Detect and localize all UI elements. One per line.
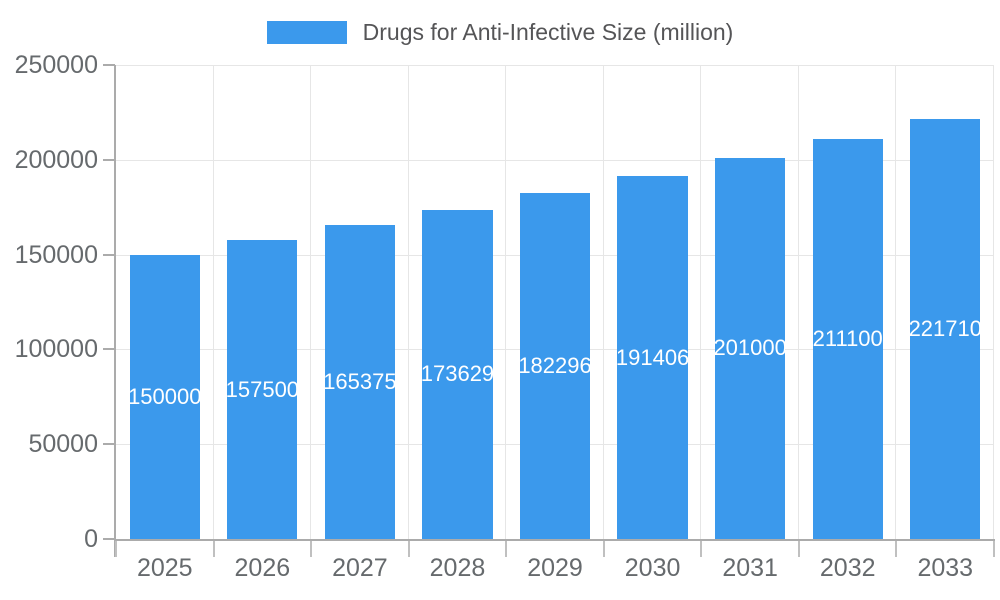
bar-value-label: 191406 (617, 344, 688, 370)
x-axis-tick (505, 541, 508, 557)
bar-2029[interactable]: 182296 (519, 193, 591, 539)
x-axis-tick (115, 541, 117, 557)
x-tick-label: 2026 (234, 554, 291, 582)
y-tick-label: 50000 (28, 430, 98, 459)
y-tick-label: 200000 (14, 145, 98, 174)
x-axis-tick (212, 541, 215, 557)
legend-swatch (266, 21, 347, 44)
category-cell: 211100 (799, 65, 897, 539)
gridline-horizontal (116, 159, 994, 161)
x-axis-tick (797, 541, 800, 557)
bar-2031[interactable]: 201000 (715, 157, 786, 539)
x-axis-tick (602, 541, 605, 557)
x-axis-tick (895, 541, 898, 557)
category-cell: 191406 (604, 65, 702, 539)
legend: Drugs for Anti-Infective Size (million) (0, 19, 1000, 46)
gridline-vertical (602, 65, 604, 539)
y-tick-label: 0 (84, 525, 98, 553)
x-tick-label: 2032 (819, 554, 876, 582)
gridline-horizontal (116, 65, 994, 66)
bar-2030[interactable]: 191406 (617, 176, 688, 539)
bar-value-label: 165375 (324, 369, 396, 395)
y-axis-line (114, 65, 116, 557)
y-axis-tick (103, 538, 115, 540)
category-cell: 165375 (311, 65, 409, 539)
bar-2027[interactable]: 165375 (324, 225, 396, 539)
category-cell: 221710 (897, 65, 995, 539)
gridline-vertical (310, 65, 312, 539)
x-axis-tick (407, 541, 410, 557)
x-tick-label: 2029 (527, 554, 583, 582)
bars-row: 150000 157500 165375 173629 182296 191406 2010… (116, 65, 994, 539)
category-cell: 201000 (701, 65, 799, 539)
gridline-vertical (993, 65, 994, 539)
x-axis-labels: 2025 2026 2027 2028 2029 2030 2031 2032 2033 (116, 554, 994, 583)
gridline-vertical (407, 65, 409, 539)
category-cell: 150000 (116, 65, 214, 539)
bar-value-label: 211100 (812, 325, 883, 351)
y-tick-label: 250000 (14, 51, 98, 79)
y-tick-label: 150000 (14, 240, 98, 269)
x-tick-label: 2028 (429, 554, 486, 582)
bar-2032[interactable]: 211100 (812, 138, 883, 539)
bar-value-label: 201000 (715, 335, 786, 361)
x-tick-label: 2033 (917, 554, 974, 582)
gridline-vertical (895, 65, 897, 539)
category-cell: 182296 (506, 65, 604, 539)
gridline-vertical (700, 65, 702, 539)
bar-2028[interactable]: 173629 (422, 209, 493, 539)
bar-value-label: 157500 (227, 376, 298, 402)
legend-label: Drugs for Anti-Infective Size (million) (362, 19, 734, 45)
x-tick-label: 2027 (332, 554, 388, 582)
gridline-vertical (505, 65, 507, 539)
x-axis-tick (993, 541, 995, 557)
gridline-vertical (212, 65, 214, 539)
y-axis-tick (103, 443, 115, 446)
y-axis-tick (103, 348, 115, 351)
y-axis-tick (103, 64, 115, 66)
bar-value-label: 150000 (129, 383, 200, 409)
x-tick-label: 2031 (722, 554, 778, 582)
bar-value-label: 173629 (422, 361, 493, 387)
x-axis-tick (700, 541, 703, 557)
bar-2033[interactable]: 221710 (910, 118, 981, 539)
x-axis-tick (310, 541, 313, 557)
bar-value-label: 221710 (910, 315, 981, 341)
y-axis-tick (103, 253, 115, 256)
plot-area: 150000 157500 165375 173629 182296 191406 2010… (116, 65, 994, 539)
legend-item[interactable]: Drugs for Anti-Infective Size (million) (266, 19, 734, 46)
category-cell: 157500 (214, 65, 312, 539)
x-tick-label: 2030 (624, 554, 681, 582)
x-axis-line (114, 539, 995, 541)
bar-value-label: 182296 (519, 353, 591, 379)
gridline-vertical (797, 65, 799, 539)
y-tick-label: 100000 (14, 335, 98, 364)
category-cell: 173629 (409, 65, 507, 539)
y-axis-tick (103, 158, 115, 161)
bar-2026[interactable]: 157500 (227, 240, 298, 539)
x-tick-label: 2025 (136, 554, 193, 582)
bar-2025[interactable]: 150000 (129, 254, 200, 539)
